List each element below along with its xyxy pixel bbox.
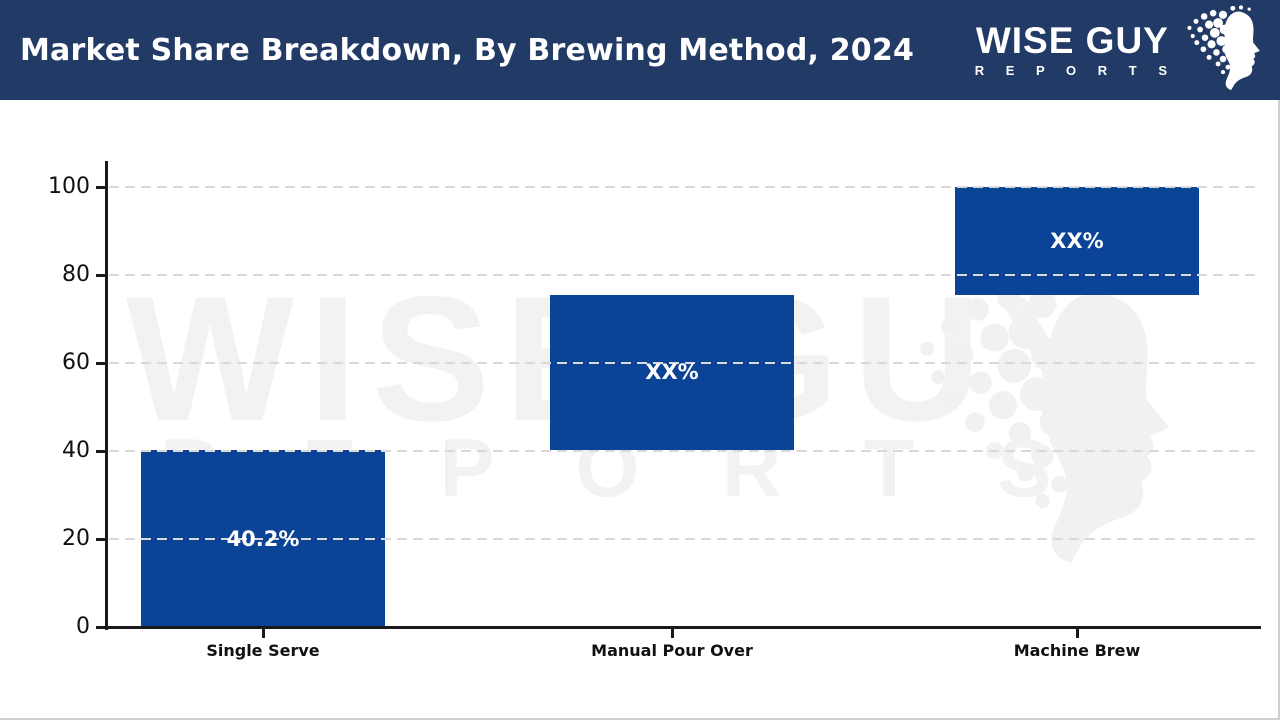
y-axis: [105, 160, 108, 630]
gridline-60: [109, 362, 1258, 364]
bar-value-label: XX%: [645, 360, 699, 385]
y-tick-label-20: 20: [62, 526, 90, 551]
x-category-label: Single Serve: [206, 641, 320, 660]
y-tick-100: [96, 186, 105, 189]
logo-wordmark: WISE GUY: [975, 20, 1169, 61]
bar-value-label: XX%: [1050, 228, 1104, 253]
y-tick-0: [96, 626, 105, 629]
x-tick-2: [671, 629, 674, 638]
page-title: Market Share Breakdown, By Brewing Metho…: [20, 32, 915, 68]
y-tick-label-100: 100: [48, 174, 90, 199]
y-tick-label-40: 40: [62, 438, 90, 463]
x-category-label: Machine Brew: [1013, 641, 1141, 660]
gridline-100: [109, 186, 1258, 188]
y-tick-80: [96, 274, 105, 277]
wise-guy-face-icon: [1187, 5, 1260, 91]
y-tick-60: [96, 362, 105, 365]
brand-logo: WISE GUY R E P O R T S: [969, 5, 1266, 95]
gridline-20: [109, 538, 1258, 540]
gridline-80: [109, 274, 1258, 276]
x-category-label: Manual Pour Over: [591, 641, 753, 660]
y-tick-label-0: 0: [76, 614, 90, 639]
header: Market Share Breakdown, By Brewing Metho…: [0, 0, 1280, 100]
y-tick-40: [96, 450, 105, 453]
bar-value-label: 40.2%: [226, 526, 300, 551]
logo-subtext: R E P O R T S: [974, 63, 1176, 78]
y-tick-label-60: 60: [62, 350, 90, 375]
x-axis: [105, 626, 1261, 629]
y-tick-20: [96, 538, 105, 541]
y-tick-label-80: 80: [62, 262, 90, 287]
logo-text: WISE GUY R E P O R T S: [969, 22, 1176, 78]
gridline-40: [109, 450, 1258, 452]
watermark-face-icon: [919, 271, 1170, 564]
x-tick-1: [262, 629, 265, 638]
x-tick-3: [1076, 629, 1079, 638]
bar-manual-pour-over: [550, 294, 794, 451]
